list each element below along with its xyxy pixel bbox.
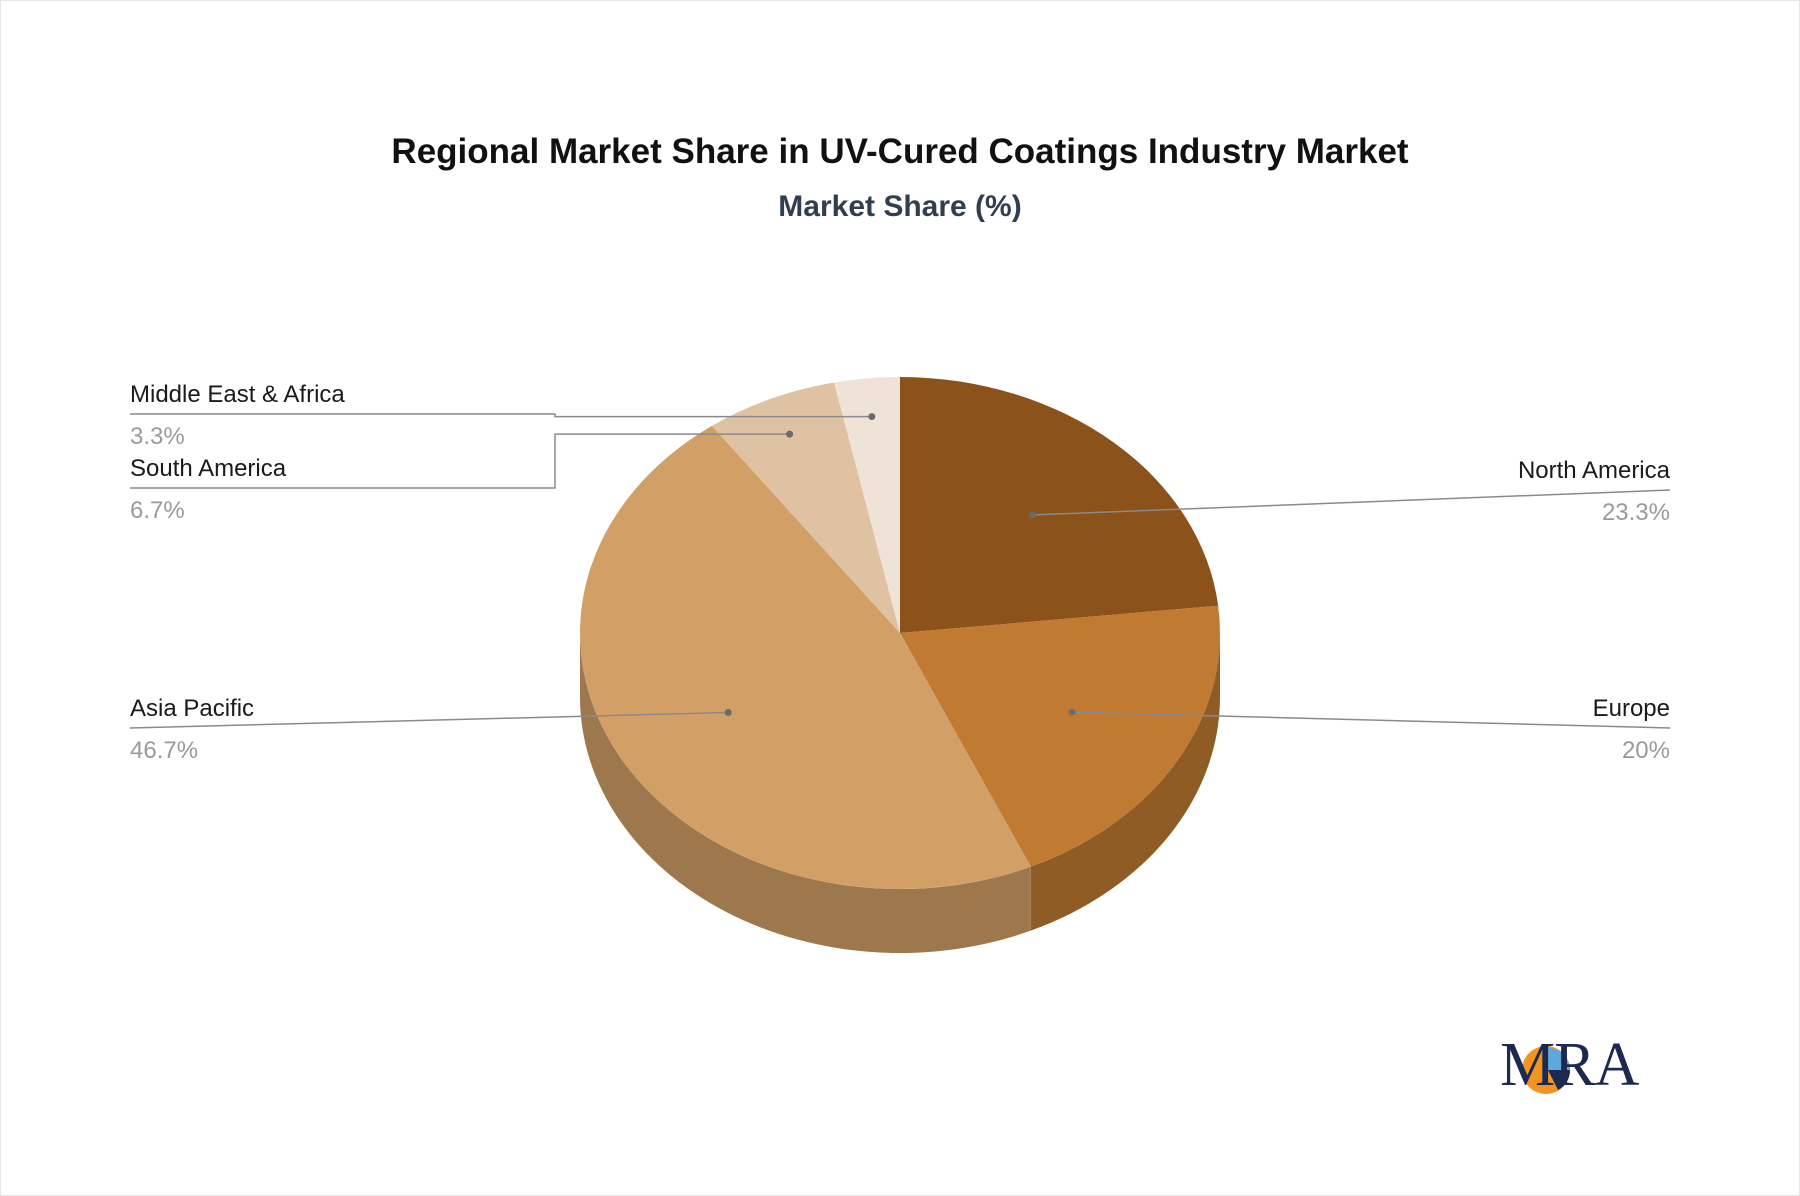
label-europe: Europe: [1593, 695, 1670, 722]
pie-slice-south-america[interactable]: [711, 382, 900, 633]
value-middle-east-and-africa: 3.3%: [130, 423, 185, 450]
leader-line-north-america: [1032, 489, 1671, 516]
leader-dot-north-america: [1029, 511, 1037, 519]
label-south-america: South America: [130, 455, 287, 482]
pie-side-europe: [1030, 633, 1220, 931]
leader-line-europe: [1072, 711, 1671, 729]
label-asia-pacific: Asia Pacific: [130, 695, 254, 722]
label-north-america: North America: [1518, 457, 1671, 484]
value-asia-pacific: 46.7%: [130, 737, 198, 764]
leader-dot-asia-pacific: [724, 709, 732, 717]
value-south-america: 6.7%: [130, 497, 185, 524]
leader-dot-europe: [1068, 708, 1076, 716]
pie-slices: [579, 377, 1220, 889]
leader-line-asia-pacific: [129, 711, 729, 729]
chart-title: Regional Market Share in UV-Cured Coatin…: [391, 132, 1409, 171]
chart-subtitle: Market Share (%): [778, 190, 1022, 223]
leader-dot-middle-east-and-africa: [868, 413, 876, 421]
leader-line-south-america: [130, 433, 790, 489]
pie-slice-europe[interactable]: [900, 605, 1220, 867]
logo-navy-wedge: [1548, 1070, 1571, 1090]
value-europe: 20%: [1622, 737, 1670, 764]
pie-slice-north-america[interactable]: [900, 377, 1219, 633]
label-middle-east-and-africa: Middle East & Africa: [130, 381, 345, 408]
leader-line-middle-east-and-africa: [130, 413, 872, 418]
leader-dot-south-america: [786, 430, 794, 438]
pie-slice-middle-east-and-africa[interactable]: [834, 377, 900, 633]
pie-slice-asia-pacific[interactable]: [579, 425, 1031, 889]
logo-text: MRA: [1500, 1031, 1639, 1099]
pie-side-asia-pacific: [580, 633, 1031, 953]
mra-logo-icon: [1522, 1046, 1571, 1094]
logo-blue-wedge: [1548, 1048, 1570, 1070]
pie-labels: North America 23.3% Europe 20% Asia Pacific 4…: [129, 381, 1671, 764]
pie-sides: [580, 633, 1220, 953]
value-north-america: 23.3%: [1602, 499, 1670, 526]
